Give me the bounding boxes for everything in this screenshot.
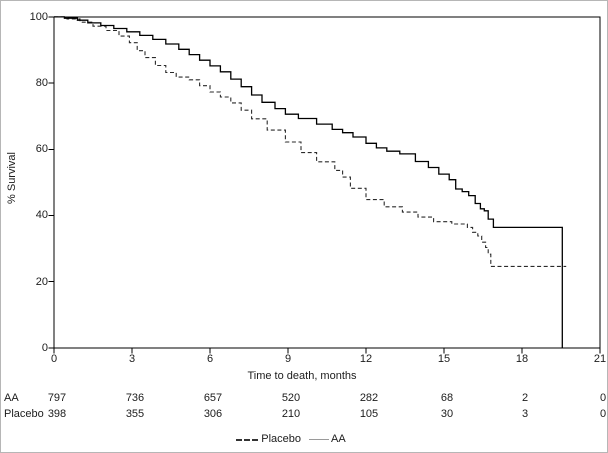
at-risk-count-placebo: 306 bbox=[203, 408, 223, 420]
at-risk-count-aa: 797 bbox=[47, 392, 67, 404]
aa-solid-line-icon bbox=[309, 439, 330, 440]
x-tick-label: 15 bbox=[437, 353, 451, 365]
x-tick-label: 0 bbox=[50, 353, 58, 365]
x-axis-title: Time to death, months bbox=[247, 370, 357, 382]
at-risk-count-placebo: 210 bbox=[281, 408, 301, 420]
at-risk-count-placebo: 355 bbox=[125, 408, 145, 420]
at-risk-count-placebo: 105 bbox=[359, 408, 379, 420]
y-tick-label: 40 bbox=[35, 209, 48, 222]
x-tick-label: 3 bbox=[128, 353, 136, 365]
at-risk-count-aa: 736 bbox=[125, 392, 145, 404]
y-axis-title: % Survival bbox=[6, 152, 18, 204]
at-risk-count-placebo: 0 bbox=[599, 408, 607, 420]
placebo-dashed-line-icon bbox=[236, 438, 259, 441]
x-tick-label: 6 bbox=[206, 353, 214, 365]
survival-curve-aa bbox=[54, 16, 563, 348]
y-tick-label: 0 bbox=[41, 341, 48, 354]
at-risk-count-aa: 657 bbox=[203, 392, 223, 404]
risk-row-label-placebo: Placebo bbox=[4, 408, 44, 420]
legend-label-placebo: Placebo bbox=[261, 433, 302, 445]
survival-curve-placebo bbox=[54, 16, 567, 267]
y-tick-label: 100 bbox=[29, 10, 48, 23]
plot-frame bbox=[53, 16, 601, 349]
at-risk-count-aa: 0 bbox=[599, 392, 607, 404]
y-tick-label: 80 bbox=[35, 77, 48, 90]
legend: Placebo AA bbox=[181, 432, 401, 447]
x-tick-label: 18 bbox=[515, 353, 529, 365]
at-risk-count-aa: 520 bbox=[281, 392, 301, 404]
at-risk-count-aa: 282 bbox=[359, 392, 379, 404]
at-risk-count-placebo: 3 bbox=[521, 408, 529, 420]
at-risk-count-placebo: 398 bbox=[47, 408, 67, 420]
at-risk-count-placebo: 30 bbox=[440, 408, 454, 420]
y-tick-label: 20 bbox=[35, 275, 48, 288]
x-tick-label: 9 bbox=[284, 353, 292, 365]
at-risk-count-aa: 2 bbox=[521, 392, 529, 404]
legend-label-aa: AA bbox=[331, 433, 346, 445]
risk-row-label-aa: AA bbox=[4, 392, 19, 404]
y-tick-label: 60 bbox=[35, 143, 48, 156]
x-tick-label: 12 bbox=[359, 353, 373, 365]
at-risk-count-aa: 68 bbox=[440, 392, 454, 404]
x-tick-label: 21 bbox=[593, 353, 607, 365]
